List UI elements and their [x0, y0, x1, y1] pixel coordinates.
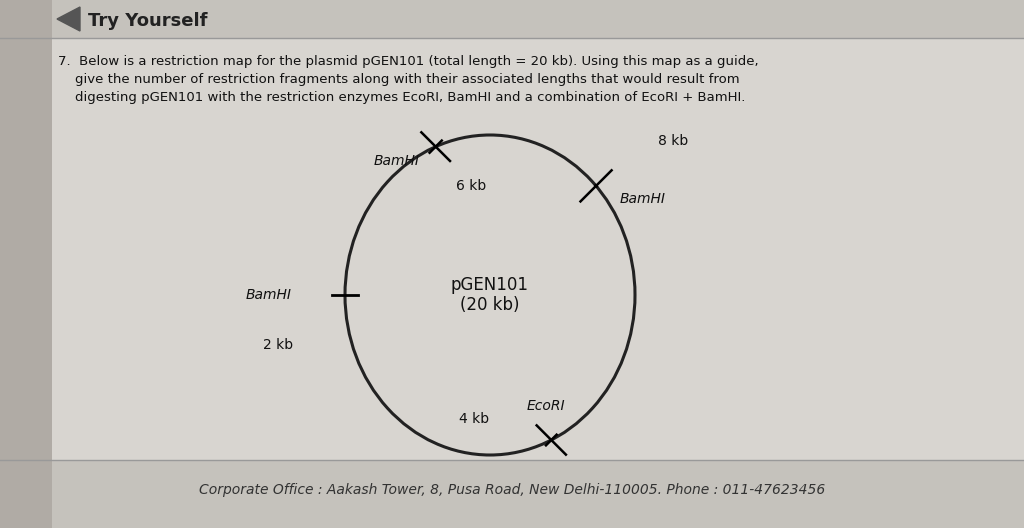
Text: pGEN101
(20 kb): pGEN101 (20 kb) — [451, 276, 529, 314]
Text: 2 kb: 2 kb — [263, 338, 294, 352]
Bar — [0, 38, 1024, 460]
Text: BamHI: BamHI — [374, 154, 420, 168]
Text: 6 kb: 6 kb — [457, 179, 486, 193]
Text: Corporate Office : Aakash Tower, 8, Pusa Road, New Delhi-110005. Phone : 011-476: Corporate Office : Aakash Tower, 8, Pusa… — [199, 483, 825, 497]
Text: 7.  Below is a restriction map for the plasmid pGEN101 (total length = 20 kb). U: 7. Below is a restriction map for the pl… — [58, 55, 759, 104]
Bar — [0, 460, 1024, 528]
Polygon shape — [57, 7, 80, 31]
Text: BamHI: BamHI — [245, 288, 291, 302]
Text: Try Yourself: Try Yourself — [88, 12, 208, 30]
Text: EcoRI: EcoRI — [526, 399, 565, 413]
Bar — [0, 0, 52, 528]
Bar — [0, 0, 1024, 38]
Text: BamHI: BamHI — [620, 192, 666, 206]
Text: 8 kb: 8 kb — [657, 134, 688, 148]
Text: 4 kb: 4 kb — [460, 412, 489, 426]
